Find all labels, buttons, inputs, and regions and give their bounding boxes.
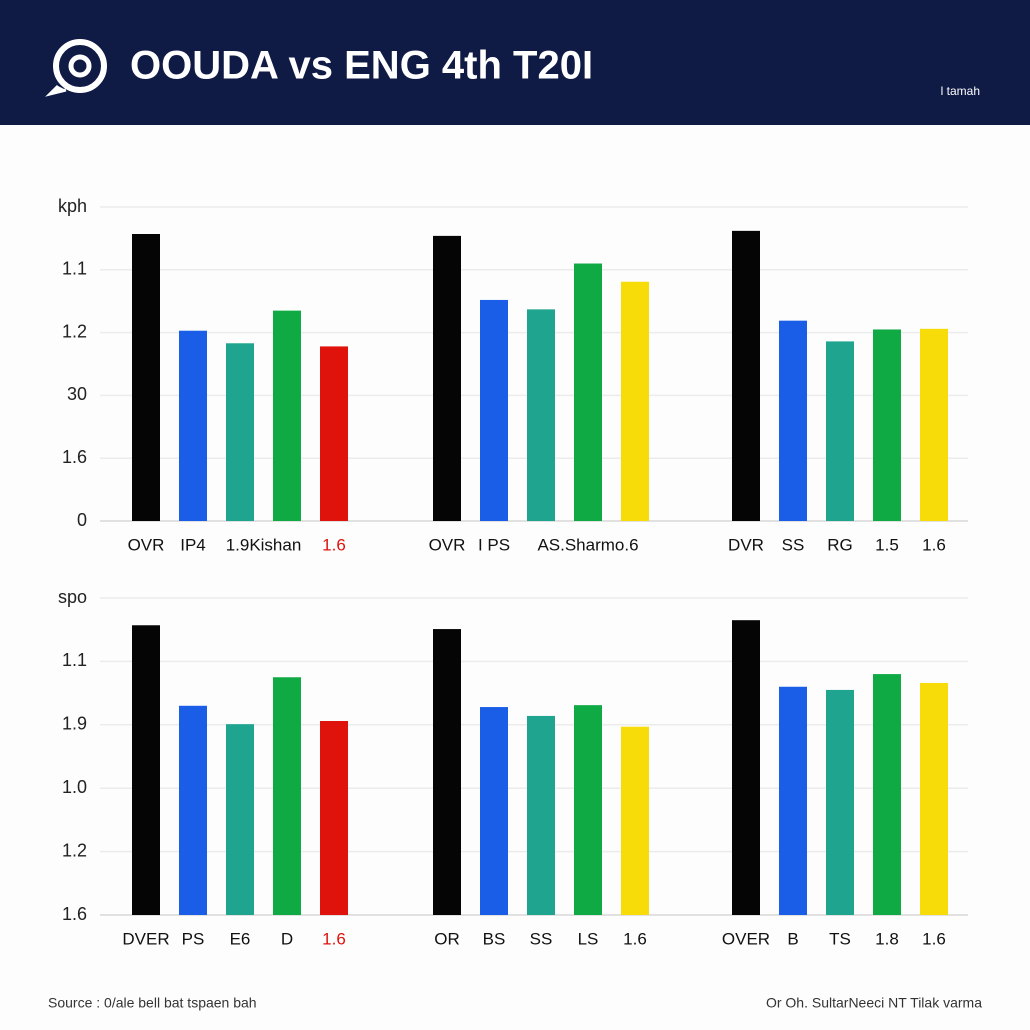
x-tick-label: RG [827, 535, 853, 554]
bar [273, 677, 301, 915]
header-bar [0, 0, 1030, 125]
y-tick-label: 30 [67, 384, 87, 404]
bar [826, 689, 854, 915]
bar [621, 281, 649, 521]
y-tick-label: 1.6 [62, 904, 87, 924]
y-tick-label: spo [58, 587, 87, 607]
bar [826, 341, 854, 521]
header-right: l tamah [941, 84, 980, 98]
bar [574, 263, 602, 521]
y-tick-label: 1.1 [62, 259, 87, 279]
x-tick-label: I PS [478, 535, 510, 554]
bar [273, 310, 301, 521]
bar [779, 320, 807, 521]
x-tick-label: D [281, 929, 293, 948]
bar [527, 309, 555, 521]
bar [779, 686, 807, 915]
source: Source : 0/ale bell bat tspaen bah [48, 995, 257, 1011]
bar [480, 707, 508, 915]
y-tick-label: 1.6 [62, 447, 87, 467]
bar [132, 234, 160, 521]
logo [45, 39, 107, 97]
bar [920, 328, 948, 521]
bar [527, 715, 555, 915]
bar [132, 625, 160, 915]
bar [320, 346, 348, 521]
bar [732, 620, 760, 915]
bar [873, 674, 901, 915]
bar [480, 299, 508, 521]
bar [433, 629, 461, 915]
x-tick-label: TS [829, 929, 851, 948]
x-tick-label: PS [182, 929, 205, 948]
y-tick-label: 1.0 [62, 777, 87, 797]
x-tick-label: 1.5 [875, 535, 899, 554]
bar [873, 329, 901, 521]
x-tick-label: 1.6 [322, 929, 346, 948]
y-tick-label: 1.1 [62, 650, 87, 670]
bar [320, 720, 348, 915]
y-tick-label: 0 [77, 510, 87, 530]
x-tick-label: 1.6 [322, 535, 346, 554]
bar [574, 705, 602, 915]
bar [226, 724, 254, 915]
x-tick-label: DVER [122, 929, 169, 948]
x-tick-label: OR [434, 929, 460, 948]
x-tick-label: BS [483, 929, 506, 948]
x-tick-label: 1.6 [922, 929, 946, 948]
x-tick-label: SS [782, 535, 805, 554]
x-tick-label: IP4 [180, 535, 206, 554]
y-tick-label: 1.9 [62, 714, 87, 734]
title: OOUDA vs ENG 4th T20I [130, 44, 593, 88]
credit: Or Oh. SultarNeeci NT Tilak varma [766, 995, 982, 1011]
y-tick-label: 1.2 [62, 840, 87, 860]
x-tick-label: E6 [230, 929, 251, 948]
bar [179, 705, 207, 915]
bar [732, 230, 760, 521]
bar [920, 682, 948, 915]
y-tick-label: kph [58, 196, 87, 216]
x-tick-label: OVR [128, 535, 165, 554]
x-tick-label: LS [578, 929, 599, 948]
y-tick-label: 1.2 [62, 321, 87, 341]
bar [621, 726, 649, 915]
x-tick-label: 1.6 [623, 929, 647, 948]
x-tick-label: AS.Sharmo.6 [537, 535, 638, 554]
bar [226, 343, 254, 521]
x-tick-label: 1.6 [922, 535, 946, 554]
x-tick-label: OVER [722, 929, 770, 948]
x-tick-label: 1.8 [875, 929, 899, 948]
x-tick-label: DVR [728, 535, 764, 554]
bar [433, 235, 461, 521]
x-tick-label: 1.9Kishan [226, 535, 302, 554]
x-tick-label: OVR [429, 535, 466, 554]
x-tick-label: SS [530, 929, 553, 948]
x-tick-label: B [787, 929, 798, 948]
bar [179, 330, 207, 521]
